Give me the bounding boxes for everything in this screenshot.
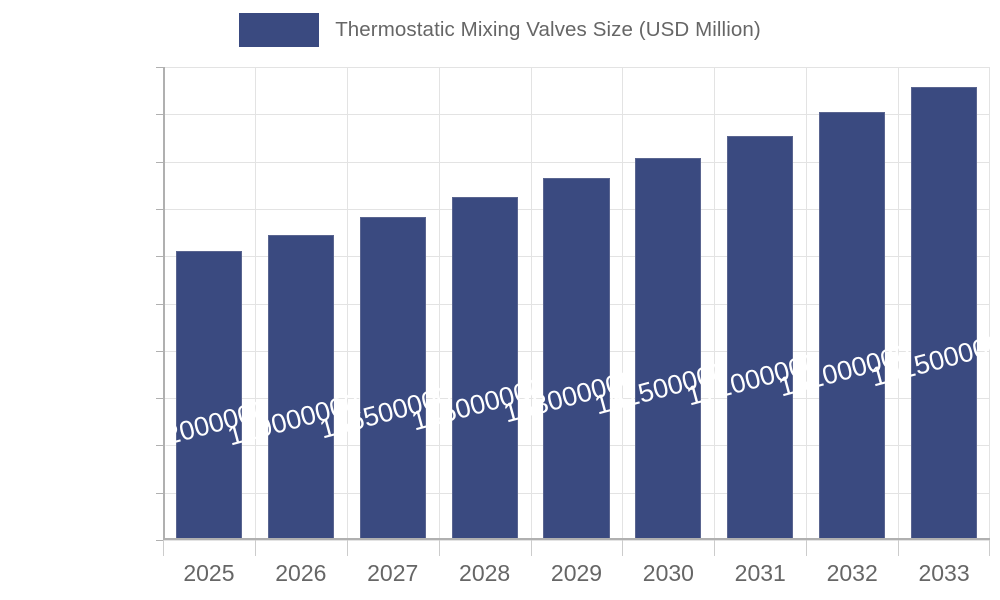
gridline-vertical (346, 67, 348, 540)
bar[interactable] (175, 251, 243, 540)
x-tick-label: 2031 (734, 560, 786, 586)
gridline-vertical (989, 67, 990, 540)
x-tick-label: 2026 (275, 560, 327, 586)
bar[interactable] (727, 135, 794, 540)
gridline-vertical (254, 67, 256, 540)
legend-swatch-icon (239, 13, 320, 47)
y-tick-mark (156, 114, 163, 116)
bar[interactable] (359, 217, 426, 540)
x-tick-mark (989, 540, 990, 556)
gridline-horizontal (163, 540, 990, 541)
x-tick-label: 2025 (183, 560, 235, 586)
x-tick-mark (806, 540, 808, 556)
x-tick-label: 2029 (550, 560, 603, 586)
x-tick-mark (898, 540, 900, 556)
x-tick-mark (346, 540, 348, 556)
axis-frame (163, 67, 990, 540)
x-tick-mark (530, 540, 532, 556)
chart-legend: Thermostatic Mixing Valves Size (USD Mil… (0, 8, 1000, 52)
bar[interactable] (910, 87, 978, 540)
x-tick-label: 2028 (459, 560, 511, 586)
gridline-horizontal (163, 114, 990, 116)
x-tick-mark (622, 540, 624, 556)
bar[interactable] (451, 197, 518, 540)
y-tick-mark (156, 161, 163, 163)
gridline-vertical (438, 67, 440, 540)
gridline-vertical (898, 67, 900, 540)
x-tick-mark (714, 540, 716, 556)
y-tick-mark (156, 492, 163, 494)
bar[interactable] (267, 234, 334, 540)
gridline-horizontal (163, 161, 990, 163)
gridline-vertical (806, 67, 808, 540)
x-tick-label: 2027 (367, 560, 419, 586)
x-tick-label: 2033 (918, 560, 970, 586)
y-tick-mark (156, 303, 163, 305)
gridline-vertical (622, 67, 624, 540)
y-tick-mark (156, 350, 163, 352)
gridline-horizontal (163, 67, 990, 68)
x-tick-label: 2030 (642, 560, 694, 586)
bar[interactable] (819, 111, 886, 540)
y-tick-mark (156, 208, 163, 210)
bar[interactable] (635, 158, 702, 540)
y-tick-mark (156, 256, 163, 258)
gridline-vertical (530, 67, 532, 540)
x-tick-mark (254, 540, 256, 556)
plot-area: 1220000000 1290000000 1365000000 1450000000… (132, 67, 1000, 586)
y-tick-mark (156, 67, 163, 68)
gridline-vertical (714, 67, 716, 540)
bar[interactable] (543, 178, 610, 540)
y-tick-mark (156, 540, 163, 541)
x-tick-label: 2032 (826, 560, 878, 586)
x-tick-mark (163, 540, 164, 556)
legend-label: Thermostatic Mixing Valves Size (USD Mil… (335, 18, 761, 41)
y-tick-mark (156, 445, 163, 447)
y-tick-mark (156, 398, 163, 400)
x-tick-mark (438, 540, 440, 556)
